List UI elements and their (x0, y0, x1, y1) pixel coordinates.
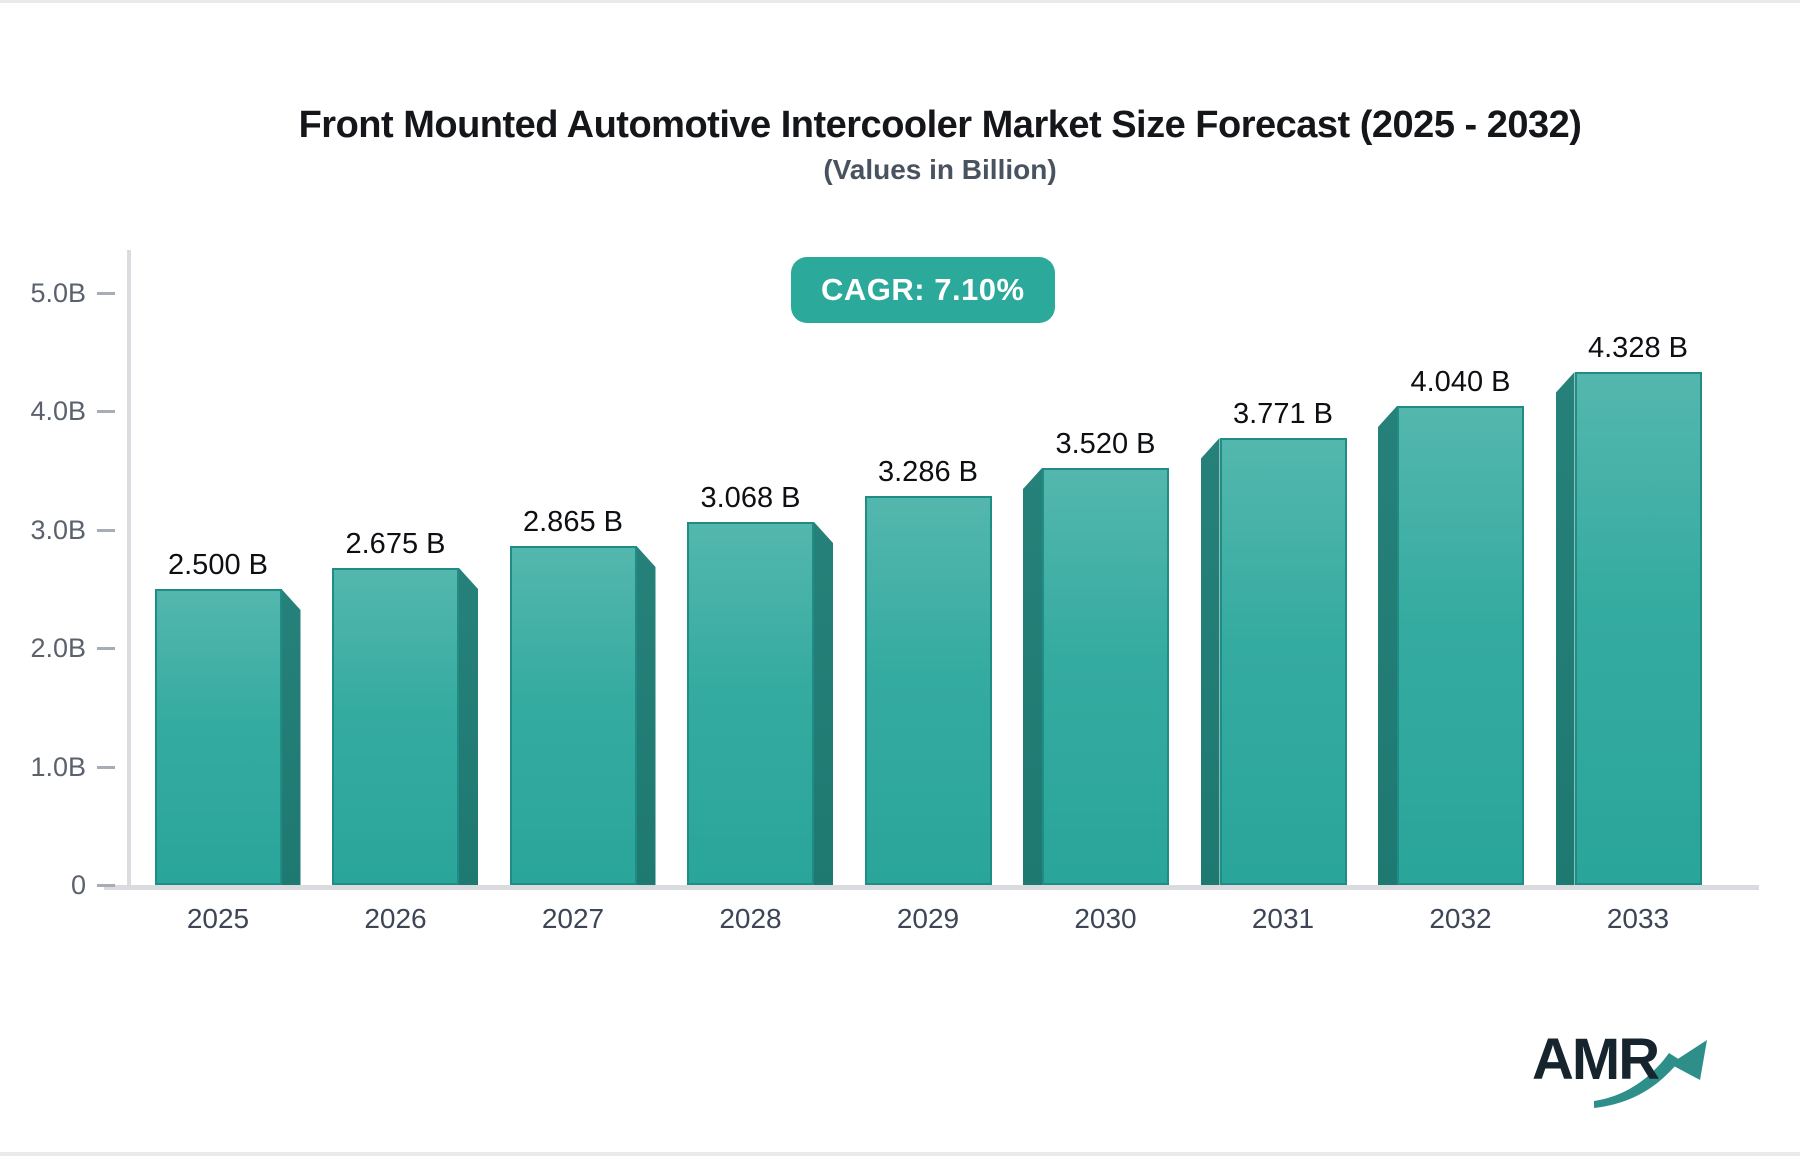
bar-value-label-2029: 3.286 B (878, 456, 978, 488)
ytick-label-1.0B: 1.0B (30, 751, 86, 782)
bar-front-face (1042, 468, 1169, 885)
bar-front-face (1219, 438, 1347, 885)
chart-subtitle: (Values in Billion) (823, 154, 1057, 185)
logo-text: AMR (1532, 1027, 1660, 1092)
bar-front-face (332, 568, 459, 885)
xtick-label-2028: 2028 (719, 903, 782, 934)
xtick-label-2026: 2026 (364, 903, 427, 934)
chart-title: Front Mounted Automotive Intercooler Mar… (298, 104, 1582, 146)
bar-group-2033: 4.328 B (1555, 332, 1702, 885)
bar-front-face (687, 522, 814, 885)
bar-group-2029: 3.286 B (864, 456, 992, 885)
ytick-label-5.0B: 5.0B (30, 277, 86, 308)
ytick-mark (97, 291, 115, 295)
bar-front-face (1397, 406, 1524, 885)
bar-front-face (1574, 372, 1702, 885)
y-axis-line (127, 250, 131, 889)
ytick-mark (97, 528, 115, 532)
ytick-label-2.0B: 2.0B (30, 633, 86, 664)
xtick-label-2033: 2033 (1606, 903, 1670, 934)
bar-side-face (281, 589, 301, 885)
bar-side-face (814, 522, 833, 885)
ytick-label-0: 0 (70, 870, 86, 900)
xtick-label-2025: 2025 (186, 903, 250, 934)
xtick-label-2031: 2031 (1251, 903, 1315, 934)
xtick-label-2032: 2032 (1429, 903, 1492, 934)
top-edge-line (0, 0, 1800, 3)
bar-value-label-2031: 3.771 B (1233, 398, 1333, 430)
bar-side-face (459, 568, 478, 885)
bar-value-label-2033: 4.328 B (1588, 332, 1688, 364)
bar-group-2025: 2.500 B (154, 549, 301, 885)
bar-front-face (154, 589, 282, 885)
bar-group-2030: 3.520 B (1023, 428, 1169, 885)
bar-value-label-2026: 2.675 B (345, 528, 446, 560)
ytick-mark (97, 647, 115, 651)
bar-group-2028: 3.068 B (687, 482, 833, 885)
x-axis-line (104, 885, 1759, 890)
bar-group-2032: 4.040 B (1378, 366, 1524, 885)
xtick-label-2029: 2029 (896, 903, 960, 934)
bar-value-label-2027: 2.865 B (523, 506, 623, 538)
bar-side-face (636, 546, 656, 885)
bar-group-2027: 2.865 B (509, 506, 656, 885)
ytick-label-4.0B: 4.0B (30, 396, 86, 427)
bar-value-label-2032: 4.040 B (1410, 366, 1511, 398)
bar-side-face (1378, 406, 1397, 885)
bar-side-face (1200, 438, 1220, 885)
bar-side-face (1555, 372, 1575, 885)
ytick-label-3.0B: 3.0B (30, 514, 86, 545)
cagr-badge: CAGR: 7.10% (791, 257, 1055, 323)
amr-logo: AMR (1532, 1026, 1722, 1116)
bar-front-face (509, 546, 637, 885)
ytick-mark (97, 765, 115, 769)
bar-value-label-2025: 2.500 B (168, 549, 268, 581)
bar-group-2026: 2.675 B (332, 528, 478, 885)
bar-front-face (864, 496, 992, 885)
bar-value-label-2028: 3.068 B (700, 482, 801, 514)
xtick-label-2030: 2030 (1074, 903, 1137, 934)
bottom-edge-line (0, 1152, 1800, 1156)
bar-group-2031: 3.771 B (1200, 398, 1347, 885)
bar-side-face (1023, 468, 1042, 885)
bar-value-label-2030: 3.520 B (1055, 428, 1156, 460)
xtick-label-2027: 2027 (541, 903, 605, 934)
ytick-mark (97, 410, 115, 414)
growth-arrow-icon (1594, 1040, 1707, 1108)
ytick-mark (97, 884, 115, 887)
